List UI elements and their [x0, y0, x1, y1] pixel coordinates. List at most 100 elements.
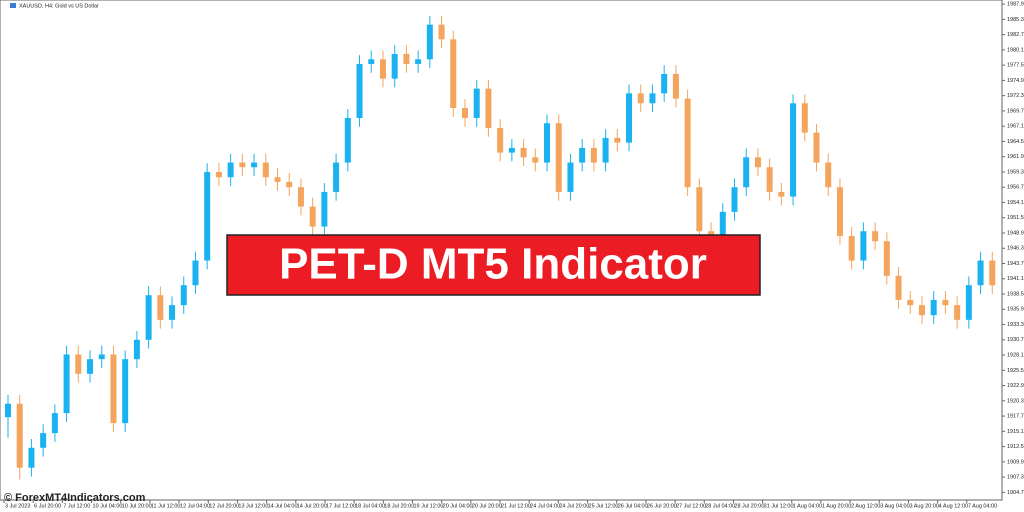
x-tick-label: 14 Jul 20:00: [297, 503, 327, 509]
candle-body: [532, 157, 539, 163]
x-tick-label: 24 Jul 20:00: [559, 503, 589, 509]
x-tick-label: 31 Jul 12:00: [764, 503, 794, 509]
y-tick-label: 1969.70: [1007, 108, 1024, 114]
candle-body: [637, 93, 644, 104]
candle-body: [344, 117, 351, 163]
candle-body: [520, 147, 527, 158]
candle-body: [801, 103, 808, 133]
candle-body: [356, 63, 363, 118]
candle-body: [286, 181, 293, 188]
candle-body: [508, 147, 515, 153]
banner: [226, 234, 761, 296]
candle-body: [321, 191, 328, 227]
x-tick-label: 6 Jul 20:00: [34, 503, 61, 509]
x-tick-label: 3 Jul 2023: [5, 503, 30, 509]
banner-text: PET-D MT5 Indicator: [279, 240, 707, 289]
x-tick-label: 19 Jul 12:00: [413, 503, 443, 509]
candle-body: [426, 24, 433, 60]
y-tick-label: 1954.10: [1007, 200, 1024, 206]
candle-body: [661, 73, 668, 94]
candle-body: [239, 162, 246, 168]
candle-body: [590, 147, 597, 163]
candle-body: [872, 231, 879, 242]
candle-body: [836, 187, 843, 236]
candle-body: [918, 305, 925, 316]
candle-body: [309, 206, 316, 227]
candles: [5, 15, 996, 480]
candle-body: [790, 103, 797, 197]
x-tick-label: 20 Jul 20:00: [472, 503, 502, 509]
x-tick-label: 28 Jul 20:00: [734, 503, 764, 509]
x-tick-label: 17 Jul 12:00: [326, 503, 356, 509]
x-tick-label: 27 Jul 12:00: [676, 503, 706, 509]
y-tick-label: 1941.10: [1007, 276, 1024, 282]
y-tick-label: 1930.70: [1007, 337, 1024, 343]
x-tick-label: 11 Jul 12:00: [151, 503, 181, 509]
candle-body: [684, 98, 691, 188]
y-tick-label: 1967.10: [1007, 124, 1024, 130]
x-tick-label: 1 Aug 20:00: [822, 503, 851, 509]
candle-body: [51, 413, 58, 434]
candle-body: [965, 285, 972, 320]
y-tick-label: 1912.50: [1007, 444, 1024, 450]
candle-body: [614, 137, 621, 143]
x-tick-label: 7 Aug 04:00: [968, 503, 997, 509]
y-tick-label: 1961.90: [1007, 154, 1024, 160]
x-tick-label: 24 Jul 04:00: [530, 503, 560, 509]
candle-body: [672, 73, 679, 99]
chart-title: XAUUSD, H4: Gold vs US Dollar: [19, 3, 99, 9]
candle-body: [63, 354, 70, 414]
x-tick-label: 18 Jul 20:00: [384, 503, 414, 509]
candle-body: [438, 24, 445, 40]
candle-body: [602, 137, 609, 163]
candle-body: [719, 211, 726, 236]
candle-body: [110, 354, 117, 424]
candle-body: [450, 39, 457, 108]
x-tick-label: 7 Jul 12:00: [63, 503, 90, 509]
x-tick-label: 25 Jul 12:00: [589, 503, 619, 509]
candle-body: [16, 403, 23, 468]
y-tick-label: 1964.50: [1007, 139, 1024, 145]
candle-body: [708, 231, 715, 236]
y-tick-label: 1907.30: [1007, 475, 1024, 481]
y-tick-label: 1917.70: [1007, 414, 1024, 420]
candle-body: [415, 59, 422, 64]
x-tick-label: 3 Aug 20:00: [909, 503, 938, 509]
candle-body: [754, 157, 761, 168]
y-tick-label: 1946.30: [1007, 246, 1024, 252]
candle-body: [766, 167, 773, 192]
y-tick-label: 1933.30: [1007, 322, 1024, 328]
candle-body: [497, 127, 504, 153]
y-tick-label: 1920.30: [1007, 398, 1024, 404]
y-tick-label: 1972.30: [1007, 93, 1024, 99]
candle-body: [778, 191, 785, 197]
candle-body: [696, 187, 703, 232]
candle-body: [87, 359, 94, 374]
x-tick-label: 13 Jul 12:00: [238, 503, 268, 509]
x-tick-label: 10 Jul 04:00: [93, 503, 123, 509]
candle-body: [192, 260, 199, 286]
y-tick-label: 1925.50: [1007, 368, 1024, 374]
x-tick-label: 2 Aug 12:00: [851, 503, 880, 509]
candle-body: [731, 187, 738, 212]
candle-body: [98, 354, 105, 360]
candle-body: [895, 275, 902, 300]
y-tick-label: 1904.70: [1007, 490, 1024, 496]
x-tick-label: 26 Jul 04:00: [618, 503, 648, 509]
watermark: © ForexMT4Indicators.com: [4, 492, 146, 504]
candle-body: [555, 123, 562, 192]
x-tick-label: 10 Jul 20:00: [122, 503, 152, 509]
y-tick-label: 1948.90: [1007, 230, 1024, 236]
candle-body: [649, 93, 656, 104]
candle-body: [942, 299, 949, 306]
x-tick-label: 3 Aug 04:00: [880, 503, 909, 509]
candle-body: [227, 162, 234, 178]
candle-body: [977, 260, 984, 286]
candle-body: [883, 241, 890, 276]
candle-body: [215, 171, 222, 178]
candle-body: [813, 132, 820, 163]
candle-body: [40, 433, 47, 448]
candle-body: [145, 295, 152, 340]
y-tick-label: 1938.50: [1007, 291, 1024, 297]
